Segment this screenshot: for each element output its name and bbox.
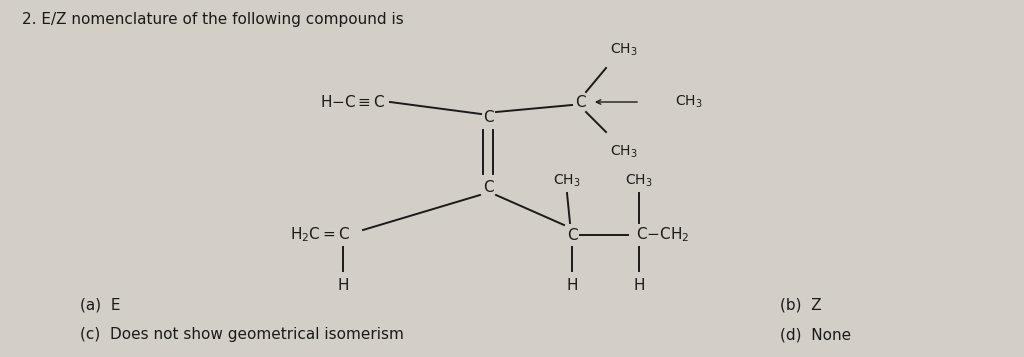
Text: C$-$CH$_2$: C$-$CH$_2$ [636,226,689,244]
Text: CH$_3$: CH$_3$ [610,42,638,58]
Text: C: C [482,180,494,195]
Text: CH$_3$: CH$_3$ [610,144,638,160]
Text: 2. E/Z nomenclature of the following compound is: 2. E/Z nomenclature of the following com… [22,12,403,27]
Text: C: C [574,95,586,110]
Text: CH$_3$: CH$_3$ [626,172,653,189]
Text: C: C [566,227,578,242]
Text: H: H [633,277,645,292]
Text: (a)  E: (a) E [80,297,121,312]
Text: (d)  None: (d) None [780,327,851,342]
Text: C: C [482,110,494,125]
Text: H$_2$C$=$C: H$_2$C$=$C [290,226,350,244]
Text: (b)  Z: (b) Z [780,297,821,312]
Text: H: H [337,277,349,292]
Text: CH$_3$: CH$_3$ [553,172,581,189]
Text: H$-$C$\equiv$C: H$-$C$\equiv$C [319,94,385,110]
Text: CH$_3$: CH$_3$ [675,94,702,110]
Text: H: H [566,277,578,292]
Text: (c)  Does not show geometrical isomerism: (c) Does not show geometrical isomerism [80,327,403,342]
